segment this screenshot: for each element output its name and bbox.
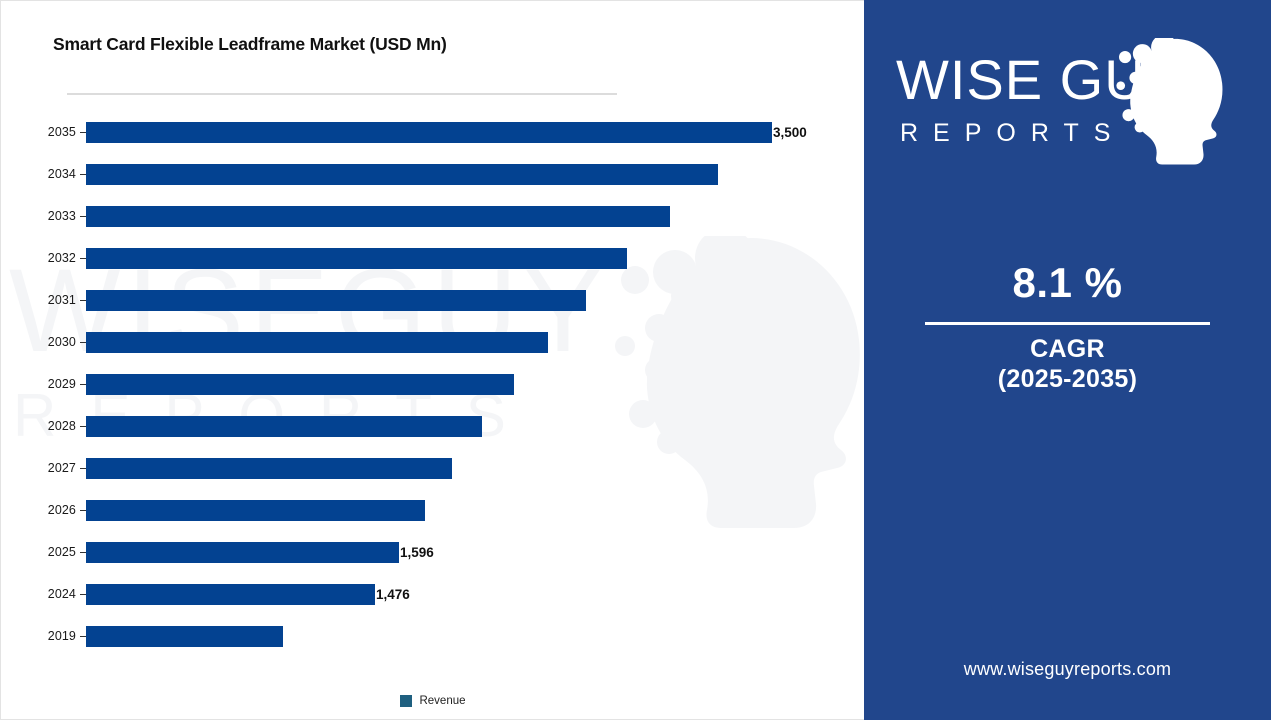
bar-row: 2028 [1, 405, 864, 447]
y-axis-tick-mark [80, 383, 86, 385]
y-axis-tick-mark [80, 173, 86, 175]
y-axis-tick-label: 2025 [47, 545, 76, 559]
legend-label-revenue: Revenue [419, 695, 466, 707]
bar-row: 2030 [1, 321, 864, 363]
cagr-divider [925, 322, 1210, 326]
y-axis-tick-label: 2031 [47, 293, 76, 307]
bar-row: 2032 [1, 237, 864, 279]
y-axis-tick-label: 2027 [47, 461, 76, 475]
website-url: www.wiseguyreports.com [963, 659, 1172, 679]
y-axis-tick-label: 2019 [47, 629, 76, 643]
bar-value-label-2035: 3,500 [773, 124, 807, 140]
y-axis-tick-mark [80, 299, 86, 301]
bar-row: 2024 1,476 [1, 573, 864, 615]
bar-2019[interactable] [86, 625, 283, 647]
bar-2033[interactable] [86, 205, 670, 227]
bar-row: 2035 3,500 [1, 111, 864, 153]
bar-2027[interactable] [86, 457, 452, 479]
cagr-caption-line1: CAGR [1030, 335, 1105, 364]
y-axis-tick-mark [80, 551, 86, 553]
y-axis-tick-label: 2033 [47, 209, 76, 223]
y-axis-tick-label: 2032 [47, 251, 76, 265]
y-axis-tick-mark [80, 593, 86, 595]
y-axis-tick-label: 2035 [47, 125, 76, 139]
bar-value-label-2024: 1,476 [376, 586, 410, 602]
y-axis-tick-label: 2028 [47, 419, 76, 433]
y-axis-tick-label: 2026 [47, 503, 76, 517]
bar-row: 2033 [1, 195, 864, 237]
cagr-block: 8.1 % CAGR (2025-2035) [864, 258, 1271, 394]
brand-head-icon [1116, 38, 1223, 165]
brand-logo-secondary-text: REPORTS [900, 119, 1126, 147]
y-axis-tick-label: 2024 [47, 587, 76, 601]
bar-2025[interactable] [86, 541, 399, 563]
y-axis-tick-label: 2030 [47, 335, 76, 349]
y-axis-tick-mark [80, 341, 86, 343]
bar-row: 2026 [1, 489, 864, 531]
bar-row: 2034 [1, 153, 864, 195]
brand-panel: WISE GUY REPORTS [864, 0, 1271, 720]
y-axis-tick-mark [80, 215, 86, 217]
y-axis-tick-label: 2034 [47, 167, 76, 181]
bar-row: 2019 [1, 615, 864, 657]
bar-row: 2027 [1, 447, 864, 489]
title-divider [67, 93, 617, 95]
y-axis-tick-mark [80, 509, 86, 511]
y-axis-tick-mark [80, 467, 86, 469]
brand-logo: WISE GUY REPORTS [864, 38, 1271, 168]
bar-2032[interactable] [86, 247, 627, 269]
plot-area: 2035 3,500 2034 2033 2032 2031 2030 2029 2028 202… [1, 111, 864, 656]
cagr-value: 8.1 % [1012, 259, 1123, 306]
bar-2024[interactable] [86, 583, 375, 605]
chart-title: Smart Card Flexible Leadframe Market (US… [53, 34, 447, 54]
bar-2034[interactable] [86, 163, 718, 185]
bar-row: 2025 1,596 [1, 531, 864, 573]
bar-2031[interactable] [86, 289, 586, 311]
bar-2035[interactable] [86, 121, 772, 143]
bar-2026[interactable] [86, 499, 425, 521]
legend-swatch-revenue [400, 695, 413, 707]
y-axis-tick-mark [80, 425, 86, 427]
y-axis-tick-label: 2029 [47, 377, 76, 391]
bar-2028[interactable] [86, 415, 482, 437]
cagr-caption-line2: (2025-2035) [997, 364, 1138, 393]
bar-2030[interactable] [86, 331, 548, 353]
bar-row: 2031 [1, 279, 864, 321]
y-axis-tick-mark [80, 257, 86, 259]
chart-panel: WISEGUY REPORTS Smar [0, 0, 864, 720]
bar-2029[interactable] [86, 373, 514, 395]
bar-value-label-2025: 1,596 [400, 544, 434, 560]
y-axis-tick-mark [80, 131, 86, 133]
chart-legend: Revenue [1, 695, 864, 707]
bar-row: 2029 [1, 363, 864, 405]
y-axis-tick-mark [80, 635, 86, 637]
